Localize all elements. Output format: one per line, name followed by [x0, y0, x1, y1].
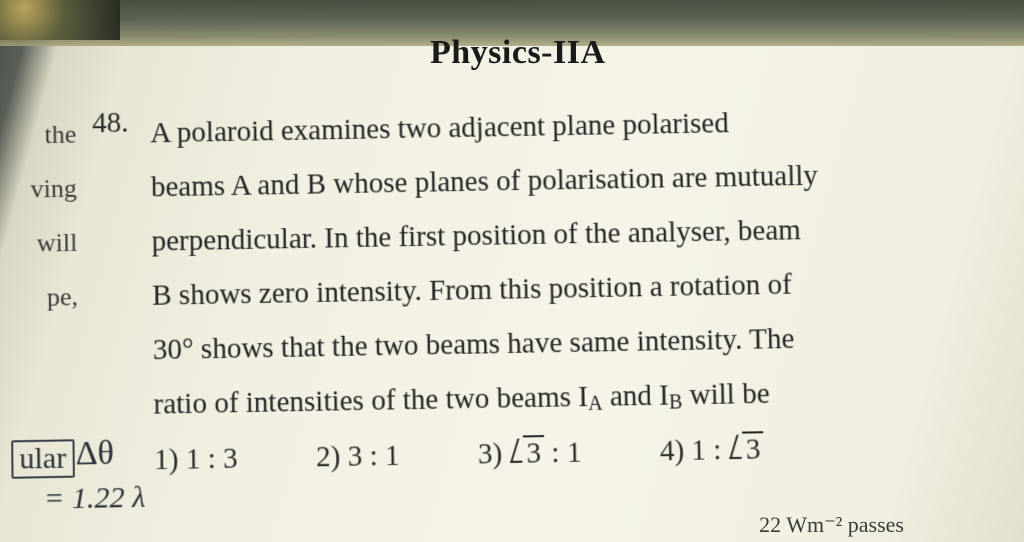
margin-word: the [6, 108, 77, 163]
subject-header: Physics-IIA [430, 34, 606, 72]
question-line: ratio of intensities of the two beams IA… [153, 363, 978, 439]
next-question-cutoff: 22 Wm⁻² passes [759, 512, 904, 538]
left-cutoff-text: the ving will pe, [6, 108, 78, 326]
handwritten-expression: = 1.22 λ [44, 480, 146, 516]
margin-word: will [7, 216, 78, 271]
page-corner-blur [0, 0, 120, 40]
handwritten-boxed-ular: ular [11, 439, 74, 479]
option-3: 3) 3 : 1 [478, 436, 582, 471]
handwritten-delta-theta: Δθ [75, 435, 114, 474]
margin-word: pe, [8, 270, 79, 326]
question-number: 48. [92, 107, 129, 141]
option-1: 1) 1 : 3 [154, 442, 238, 477]
margin-word: ving [7, 162, 78, 217]
page-body: the ving will pe, 48. A polaroid examine… [0, 91, 1024, 109]
question-text: A polaroid examines two adjacent plane p… [150, 92, 978, 439]
option-2: 2) 3 : 1 [316, 440, 400, 475]
option-4: 4) 1 : 3 [660, 433, 764, 468]
